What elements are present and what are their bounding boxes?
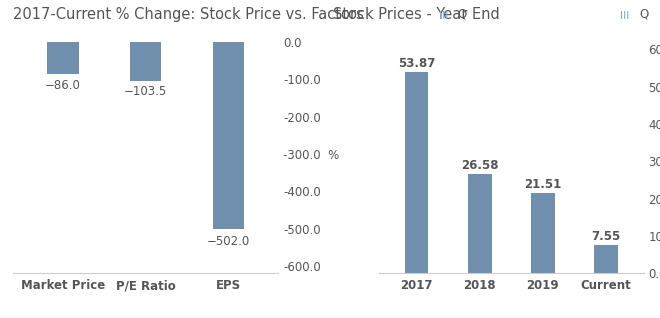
Text: 2017-Current % Change: Stock Price vs. Factors: 2017-Current % Change: Stock Price vs. F…: [13, 7, 364, 22]
Bar: [594, 245, 618, 273]
Text: 26.58: 26.58: [461, 159, 498, 172]
Text: Q: Q: [639, 8, 648, 21]
Text: −103.5: −103.5: [124, 85, 167, 98]
Text: lll: lll: [620, 11, 630, 21]
Text: lll: lll: [439, 11, 448, 21]
Bar: [213, 42, 244, 229]
Bar: [130, 42, 161, 80]
Bar: [467, 174, 492, 273]
Text: Q: Q: [457, 8, 467, 21]
Text: −502.0: −502.0: [207, 235, 250, 248]
Text: 7.55: 7.55: [591, 230, 620, 243]
Bar: [531, 193, 554, 273]
Text: −86.0: −86.0: [45, 79, 81, 92]
Bar: [47, 42, 79, 74]
Text: Stock Prices - Year End: Stock Prices - Year End: [333, 7, 500, 22]
Text: 53.87: 53.87: [398, 57, 435, 70]
Bar: [405, 72, 428, 273]
Text: 21.51: 21.51: [524, 177, 561, 190]
